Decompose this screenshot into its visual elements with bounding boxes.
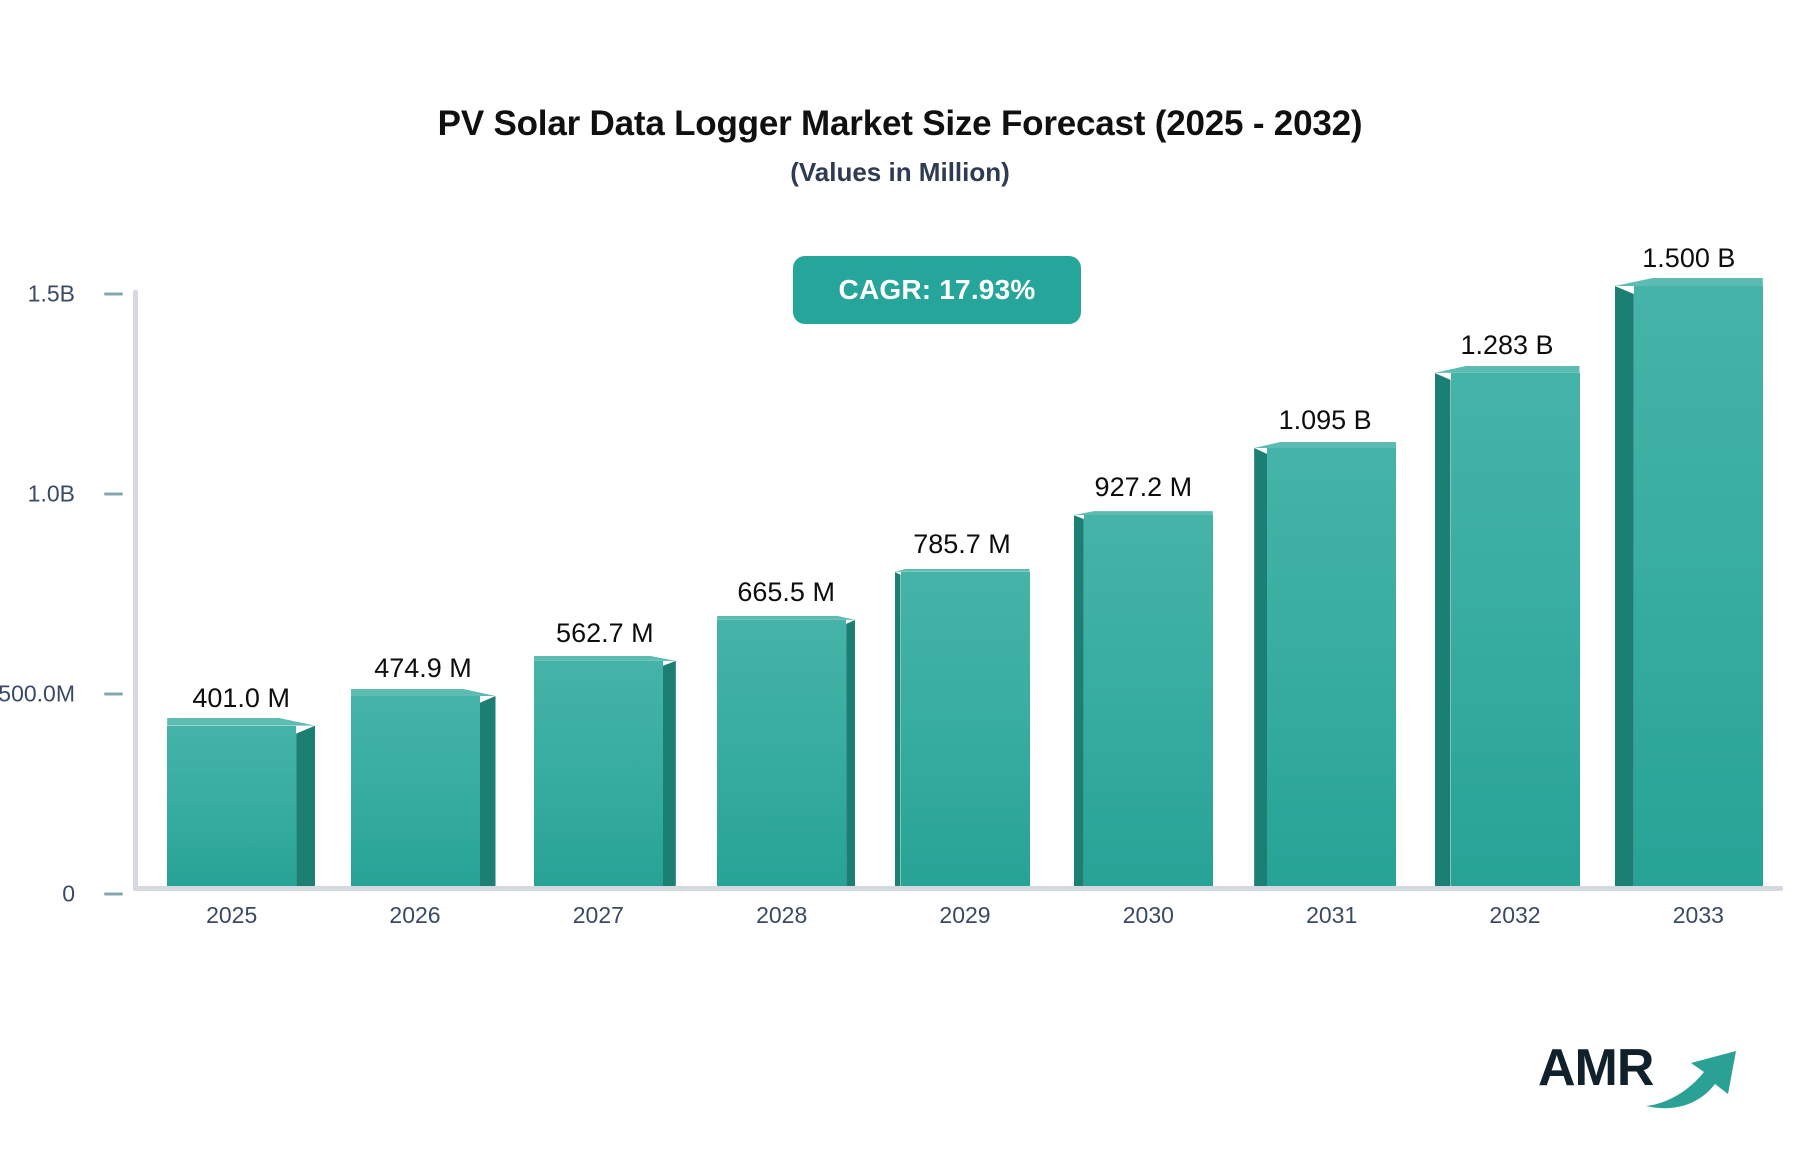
bar-value-label: 927.2 M bbox=[1094, 472, 1193, 503]
bar-side-face bbox=[296, 725, 316, 886]
bar-value-label: 785.7 M bbox=[913, 528, 1011, 559]
bar[interactable]: 1.283 B bbox=[1434, 330, 1580, 886]
bar-front-face bbox=[717, 619, 847, 886]
bar-value-label: 665.5 M bbox=[737, 576, 835, 607]
bar-top-face bbox=[533, 655, 676, 661]
x-axis-tick-label: 2032 bbox=[1489, 902, 1541, 928]
cagr-badge-label: CAGR: 17.93% bbox=[838, 274, 1036, 305]
bars-layer: 401.0 M 474.9 M 562.7 M 665.5 M 785.7 M 927.2… bbox=[133, 243, 1783, 890]
bar-value-label: 474.9 M bbox=[374, 653, 472, 684]
bar-front-face bbox=[1633, 286, 1763, 886]
bar-top-face bbox=[167, 717, 316, 726]
y-axis-tick-mark bbox=[104, 892, 123, 896]
bar-side-face bbox=[894, 571, 901, 886]
bar-value-label: 1.095 B bbox=[1278, 405, 1372, 435]
bar-top-face bbox=[1073, 511, 1213, 516]
y-axis-tick-label: 0 bbox=[62, 880, 75, 907]
bar-top-face bbox=[1614, 278, 1763, 286]
y-axis-ticks bbox=[0, 290, 133, 896]
bar-front-face bbox=[900, 571, 1030, 886]
amr-logo: AMR bbox=[1538, 1040, 1738, 1112]
bar-front-face bbox=[167, 725, 297, 886]
bar-top-face bbox=[1254, 442, 1397, 448]
bar-value-label: 401.0 M bbox=[192, 682, 290, 713]
bar-top-face bbox=[717, 615, 856, 620]
bar-front-face bbox=[1267, 448, 1397, 886]
x-axis-line bbox=[133, 886, 1783, 891]
bar-value-label: 562.7 M bbox=[556, 617, 654, 648]
y-axis-tick-label: 1.0B bbox=[27, 480, 75, 507]
cagr-badge: CAGR: 17.93% bbox=[793, 256, 1081, 324]
bar-front-face bbox=[350, 696, 480, 886]
x-axis-tick-label: 2025 bbox=[206, 902, 258, 928]
bar-side-face bbox=[479, 696, 496, 886]
y-axis-labels: 0 500.0M 1.0B 1.5B bbox=[0, 281, 75, 907]
bar[interactable]: 665.5 M bbox=[717, 577, 856, 886]
chart-title: PV Solar Data Logger Market Size Forecas… bbox=[437, 104, 1363, 143]
chart-subtitle: (Values in Million) bbox=[790, 156, 1010, 187]
bar-value-label: 1.283 B bbox=[1460, 329, 1554, 360]
x-axis-tick-label: 2033 bbox=[1672, 902, 1724, 928]
bar-side-face bbox=[1073, 515, 1084, 886]
bar-value-label: 1.500 B bbox=[1642, 243, 1736, 273]
bar-front-face bbox=[1450, 372, 1580, 886]
bar[interactable]: 1.500 B bbox=[1614, 243, 1763, 886]
x-axis-tick-label: 2029 bbox=[939, 902, 991, 928]
bar[interactable]: 401.0 M bbox=[167, 683, 316, 886]
bar[interactable]: 474.9 M bbox=[350, 653, 496, 886]
bar-top-face bbox=[350, 689, 496, 697]
y-axis-line bbox=[133, 290, 138, 890]
amr-logo-text: AMR bbox=[1538, 1039, 1654, 1097]
x-axis-tick-label: 2026 bbox=[389, 902, 441, 928]
bar-side-face bbox=[662, 660, 676, 886]
bar[interactable]: 562.7 M bbox=[533, 618, 676, 886]
x-axis-labels: 2025 2026 2027 2028 2029 2030 2031 2032 2033 bbox=[133, 902, 1783, 942]
y-axis-tick-mark bbox=[104, 492, 123, 496]
chart-header: PV Solar Data Logger Market Size Forecas… bbox=[0, 104, 1800, 187]
bar[interactable]: 1.095 B bbox=[1254, 405, 1397, 886]
bar-side-face bbox=[1434, 372, 1451, 886]
bar-side-face bbox=[846, 619, 856, 886]
y-axis-tick-mark bbox=[104, 692, 123, 696]
y-axis-tick-mark bbox=[104, 292, 123, 296]
bar[interactable]: 927.2 M bbox=[1073, 472, 1213, 886]
x-axis-tick-label: 2030 bbox=[1122, 902, 1174, 928]
bar-side-face bbox=[1254, 448, 1268, 886]
bar-front-face bbox=[533, 660, 663, 886]
x-axis-tick-label: 2031 bbox=[1306, 902, 1358, 928]
bar[interactable]: 785.7 M bbox=[894, 529, 1030, 886]
x-axis-tick-label: 2028 bbox=[756, 902, 808, 928]
bar-front-face bbox=[1083, 515, 1213, 886]
growth-arrow-icon bbox=[1644, 1046, 1744, 1112]
bar-top-face bbox=[1434, 365, 1580, 373]
plot-area bbox=[133, 290, 1783, 891]
bar-top-face bbox=[894, 568, 1030, 572]
x-axis-tick-label: 2027 bbox=[572, 902, 624, 928]
y-axis-tick-label: 500.0M bbox=[0, 680, 75, 707]
y-axis-tick-label: 1.5B bbox=[27, 280, 75, 307]
bar-side-face bbox=[1614, 286, 1634, 886]
